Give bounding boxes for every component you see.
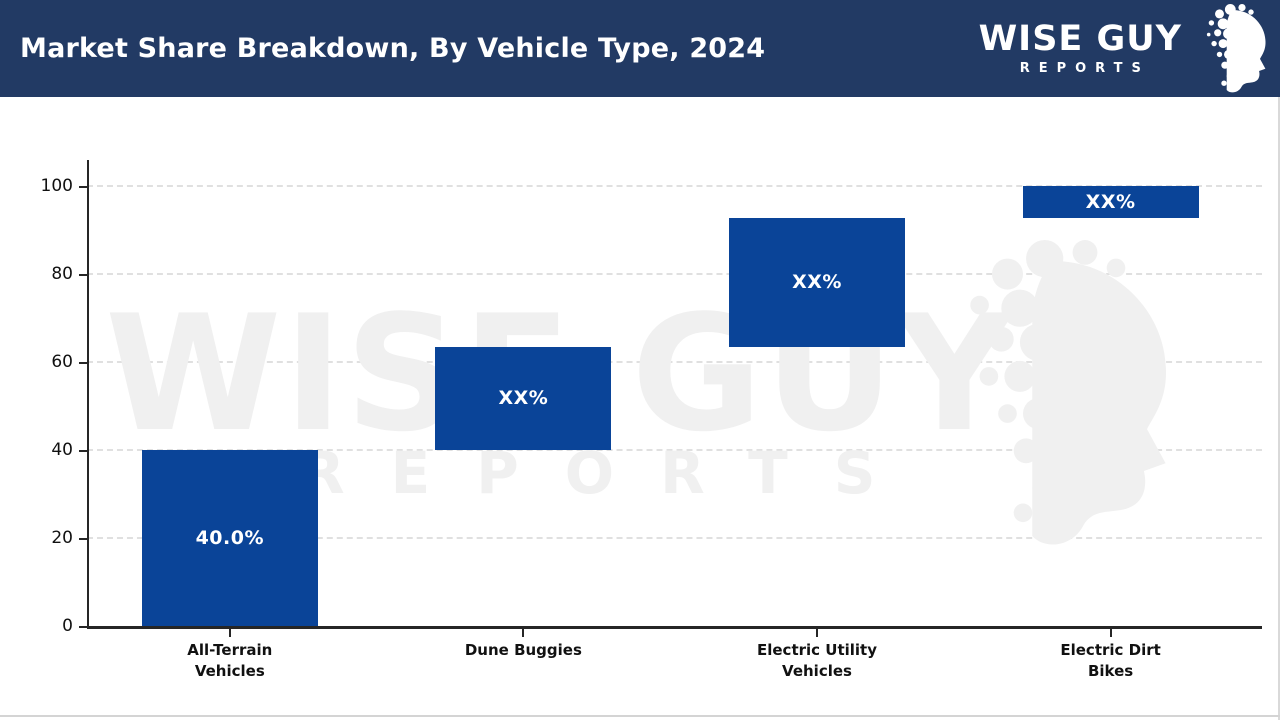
x-tick-mark: [816, 629, 818, 637]
header: Market Share Breakdown, By Vehicle Type,…: [0, 0, 1280, 97]
x-tick-mark: [228, 629, 231, 637]
y-tick-mark: [79, 274, 87, 276]
bar-value-label: XX%: [1085, 191, 1136, 214]
y-tick-mark: [79, 538, 87, 540]
x-category-label: All-Terrain Vehicles: [187, 641, 273, 680]
logo-subtitle: REPORTS: [1019, 60, 1150, 76]
x-tick-mark: [522, 629, 525, 637]
y-tick-label: 0: [62, 616, 73, 636]
watermark-face-icon: [964, 240, 1167, 545]
y-tick-label: 40: [51, 440, 73, 460]
bar-value-label: XX%: [792, 271, 842, 294]
y-axis-line: [87, 160, 89, 628]
bar-value-label: XX%: [498, 387, 549, 410]
logo-text: WISE GUY REPORTS: [978, 18, 1182, 76]
waterfall-bar: XX%: [435, 346, 612, 450]
x-tick-mark: [1109, 629, 1112, 637]
x-category-label: Dune Buggies: [464, 641, 582, 659]
x-category-label: Electric Utility Vehicles: [757, 641, 877, 680]
y-tick-label: 20: [51, 528, 73, 548]
gridline: [87, 449, 1262, 451]
wiseguy-logo: WISE GUY REPORTS: [978, 3, 1280, 94]
watermark-subtitle: REPORTS: [300, 439, 922, 507]
y-tick-mark: [79, 362, 87, 364]
x-axis-line: [87, 626, 1262, 629]
logo-wordmark: WISE GUY: [978, 18, 1182, 59]
y-tick-label: 80: [51, 264, 73, 284]
chart-title: Market Share Breakdown, By Vehicle Type,…: [20, 33, 766, 64]
waterfall-bar: XX%: [729, 218, 905, 347]
waterfall-bar: 40.0%: [141, 450, 318, 626]
chart-area: WISE GUY REPORTS 0 20 40 60 80 100 40.0% All-Te…: [0, 97, 1280, 720]
gridline: [87, 273, 1262, 275]
bar-value-label: 40.0%: [195, 527, 264, 549]
x-category-label: Electric Dirt Bikes: [1060, 641, 1161, 680]
gridline: [87, 185, 1262, 187]
y-tick-mark: [79, 626, 87, 628]
y-tick-mark: [79, 186, 87, 188]
y-tick-label: 100: [40, 176, 73, 196]
gridline: [87, 537, 1262, 539]
y-tick-mark: [79, 450, 87, 452]
waterfall-bar: XX%: [1022, 186, 1199, 219]
gridline: [87, 361, 1262, 363]
bottom-divider: [0, 715, 1280, 717]
y-tick-label: 60: [51, 352, 73, 372]
dotted-face-icon: [1206, 3, 1266, 92]
